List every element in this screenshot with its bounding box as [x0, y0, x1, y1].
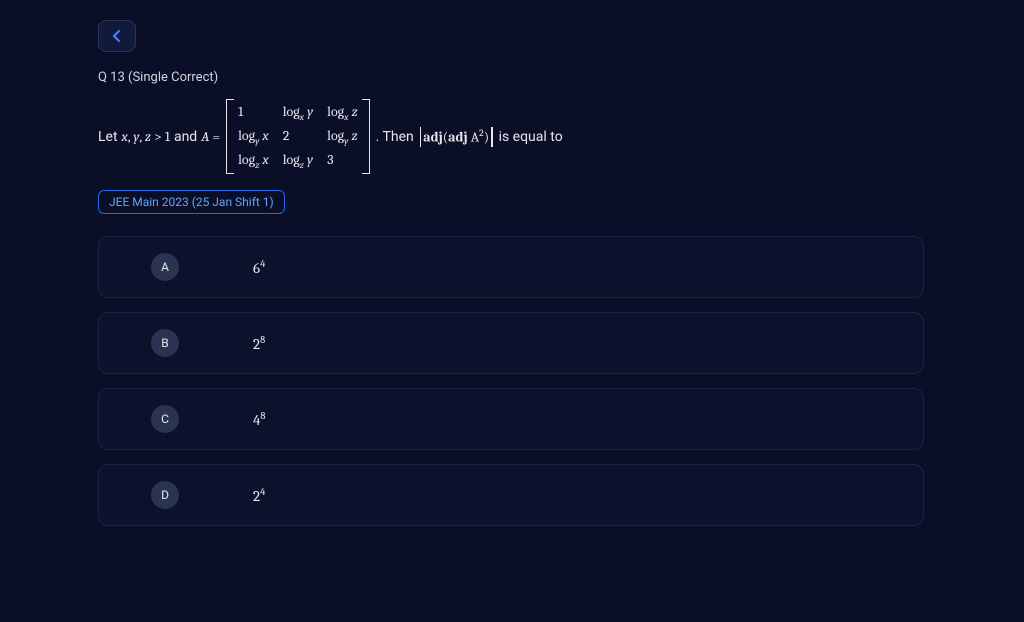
- m-0-1: logx y: [283, 103, 313, 123]
- abs-bar-left: [420, 127, 422, 147]
- option-a[interactable]: A 64: [98, 236, 924, 298]
- option-letter: A: [151, 253, 179, 281]
- adj-text: adj(adj A2): [423, 128, 489, 146]
- matrix-A: 1 logx y logx z logy x 2 logy z logz x l…: [226, 99, 370, 174]
- q-adj-expr: adj(adj A2): [418, 127, 495, 147]
- option-value: 64: [253, 258, 265, 277]
- m-2-0: logz x: [238, 151, 269, 171]
- chevron-left-icon: [111, 29, 123, 43]
- m-0-2: logx z: [327, 103, 357, 123]
- question-type: (Single Correct): [128, 70, 218, 85]
- option-d[interactable]: D 24: [98, 464, 924, 526]
- question-number: Q 13: [98, 70, 125, 85]
- q-then: . Then: [376, 129, 414, 145]
- m-2-1: logz y: [283, 151, 313, 171]
- option-letter: D: [151, 481, 179, 509]
- option-b[interactable]: B 28: [98, 312, 924, 374]
- abs-bar-right: [491, 127, 493, 147]
- q-condition: x, y, z > 1: [122, 128, 170, 145]
- q-and: and: [174, 129, 197, 145]
- q-tail: is equal to: [499, 129, 563, 145]
- option-value: 24: [253, 486, 265, 505]
- option-letter: B: [151, 329, 179, 357]
- m-1-2: logy z: [327, 127, 357, 147]
- option-value: 28: [253, 334, 265, 353]
- question-body: Let x, y, z > 1 and A = 1 logx y logx z …: [98, 99, 924, 174]
- q-Aeq: A =: [201, 128, 220, 145]
- matrix-grid: 1 logx y logx z logy x 2 logy z logz x l…: [234, 99, 362, 174]
- option-letter: C: [151, 405, 179, 433]
- bracket-right: [362, 99, 370, 174]
- bracket-left: [226, 99, 234, 174]
- back-button[interactable]: [98, 20, 136, 52]
- options-list: A 64 B 28 C 48 D 24: [98, 236, 924, 526]
- q-prefix: Let: [98, 129, 118, 145]
- exam-tag[interactable]: JEE Main 2023 (25 Jan Shift 1): [98, 190, 285, 214]
- option-c[interactable]: C 48: [98, 388, 924, 450]
- m-2-2: 3: [327, 151, 357, 171]
- m-0-0: 1: [238, 103, 269, 123]
- option-value: 48: [253, 410, 265, 429]
- question-header: Q 13 (Single Correct): [98, 70, 924, 85]
- m-1-0: logy x: [238, 127, 269, 147]
- m-1-1: 2: [283, 127, 313, 147]
